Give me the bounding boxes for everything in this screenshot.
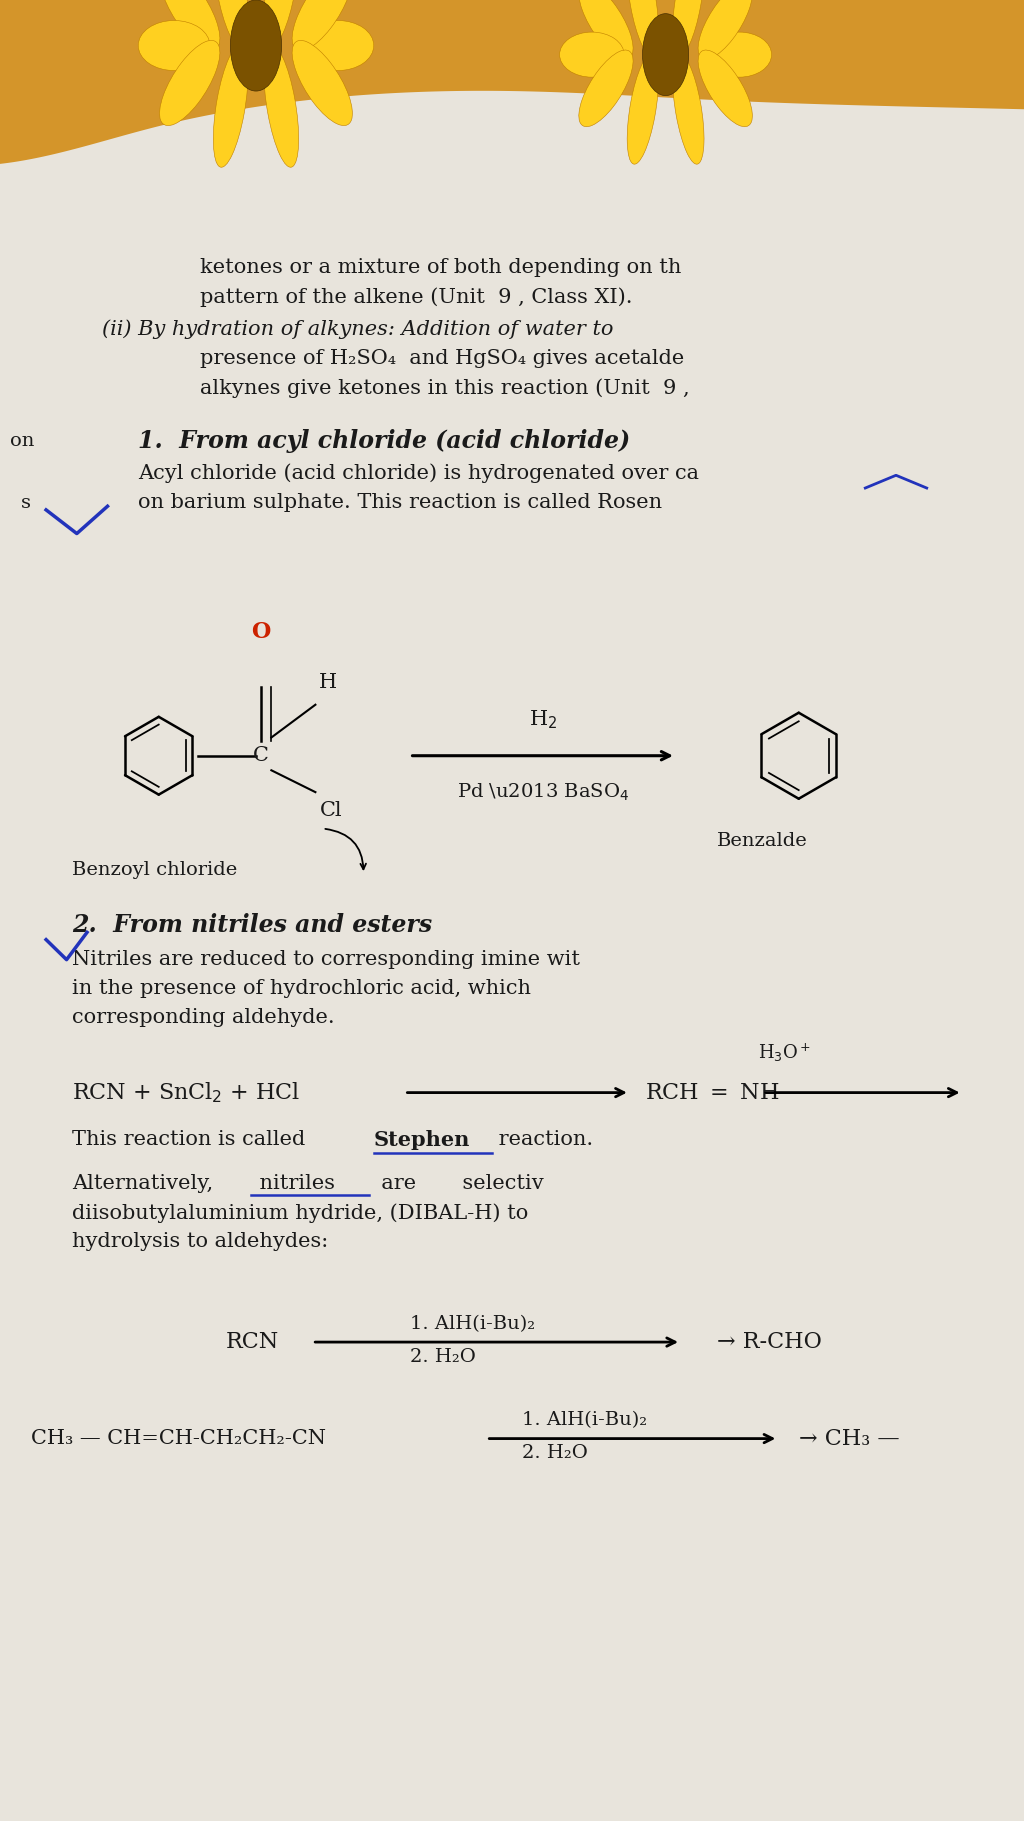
Text: → CH₃ —: → CH₃ — — [799, 1428, 899, 1450]
Text: 2.  From nitriles and esters: 2. From nitriles and esters — [72, 912, 432, 938]
Ellipse shape — [707, 33, 772, 76]
Ellipse shape — [264, 46, 299, 168]
Text: Stephen: Stephen — [374, 1131, 470, 1149]
Text: diisobutylaluminium hydride, (DIBAL-H) to: diisobutylaluminium hydride, (DIBAL-H) t… — [72, 1204, 528, 1222]
Circle shape — [643, 13, 688, 97]
Ellipse shape — [292, 40, 352, 126]
Text: on: on — [10, 432, 35, 450]
Ellipse shape — [160, 40, 220, 126]
Text: C: C — [253, 747, 269, 765]
Ellipse shape — [673, 55, 705, 164]
Text: O: O — [252, 621, 270, 643]
Text: in the presence of hydrochloric acid, which: in the presence of hydrochloric acid, wh… — [72, 980, 530, 998]
Text: 2. H₂O: 2. H₂O — [410, 1348, 475, 1366]
Text: Pd \u2013 BaSO$_4$: Pd \u2013 BaSO$_4$ — [457, 781, 629, 803]
Ellipse shape — [579, 0, 633, 60]
Text: H$_3$O$^+$: H$_3$O$^+$ — [758, 1042, 811, 1063]
Ellipse shape — [213, 0, 248, 46]
Text: H: H — [318, 674, 337, 692]
Text: on barium sulphate. This reaction is called Rosen: on barium sulphate. This reaction is cal… — [138, 493, 663, 512]
Ellipse shape — [213, 46, 248, 168]
Ellipse shape — [264, 0, 299, 46]
Text: alkynes give ketones in this reaction (Unit  9 ,: alkynes give ketones in this reaction (U… — [200, 379, 689, 397]
Ellipse shape — [673, 0, 705, 55]
Ellipse shape — [292, 0, 352, 51]
Text: corresponding aldehyde.: corresponding aldehyde. — [72, 1009, 334, 1027]
Text: 1. AlH(i-Bu)₂: 1. AlH(i-Bu)₂ — [410, 1315, 535, 1333]
Text: Benzalde: Benzalde — [717, 832, 808, 850]
Ellipse shape — [579, 49, 633, 127]
Text: presence of H₂SO₄  and HgSO₄ gives acetalde: presence of H₂SO₄ and HgSO₄ gives acetal… — [200, 350, 684, 368]
Ellipse shape — [698, 49, 753, 127]
Text: reaction.: reaction. — [492, 1131, 593, 1149]
Ellipse shape — [302, 20, 374, 71]
Text: RCN + SnCl$_2$ + HCl: RCN + SnCl$_2$ + HCl — [72, 1080, 300, 1105]
Text: H$_2$: H$_2$ — [528, 708, 557, 730]
Text: s: s — [20, 493, 31, 512]
Text: (ii) By hydration of alkynes: Addition of water to: (ii) By hydration of alkynes: Addition o… — [102, 320, 614, 339]
Text: RCN: RCN — [225, 1331, 279, 1353]
Text: This reaction is called: This reaction is called — [72, 1131, 311, 1149]
Text: 1.  From acyl chloride (acid chloride): 1. From acyl chloride (acid chloride) — [138, 428, 631, 453]
Ellipse shape — [138, 20, 210, 71]
Ellipse shape — [160, 0, 220, 51]
Polygon shape — [0, 91, 1024, 1821]
Text: CH₃ — CH=CH-CH₂CH₂-CN: CH₃ — CH=CH-CH₂CH₂-CN — [31, 1429, 326, 1448]
Text: Cl: Cl — [319, 801, 342, 819]
Text: Nitriles are reduced to corresponding imine wit: Nitriles are reduced to corresponding im… — [72, 951, 580, 969]
Text: Acyl chloride (acid chloride) is hydrogenated over ca: Acyl chloride (acid chloride) is hydroge… — [138, 464, 699, 483]
Text: hydrolysis to aldehydes:: hydrolysis to aldehydes: — [72, 1233, 328, 1251]
Text: pattern of the alkene (Unit  9 , Class XI).: pattern of the alkene (Unit 9 , Class XI… — [200, 288, 632, 306]
Text: Alternatively,       nitriles       are       selectiv: Alternatively, nitriles are selectiv — [72, 1175, 544, 1193]
Ellipse shape — [698, 0, 753, 60]
Text: RCH $=$ NH: RCH $=$ NH — [645, 1082, 779, 1104]
Text: Benzoyl chloride: Benzoyl chloride — [72, 861, 237, 880]
Text: 1. AlH(i-Bu)₂: 1. AlH(i-Bu)₂ — [522, 1411, 647, 1429]
Circle shape — [230, 0, 282, 91]
Ellipse shape — [560, 33, 625, 76]
Ellipse shape — [627, 0, 658, 55]
Text: 2. H₂O: 2. H₂O — [522, 1444, 588, 1462]
Ellipse shape — [627, 55, 658, 164]
Text: → R-CHO: → R-CHO — [717, 1331, 821, 1353]
Text: ketones or a mixture of both depending on th: ketones or a mixture of both depending o… — [200, 259, 681, 277]
